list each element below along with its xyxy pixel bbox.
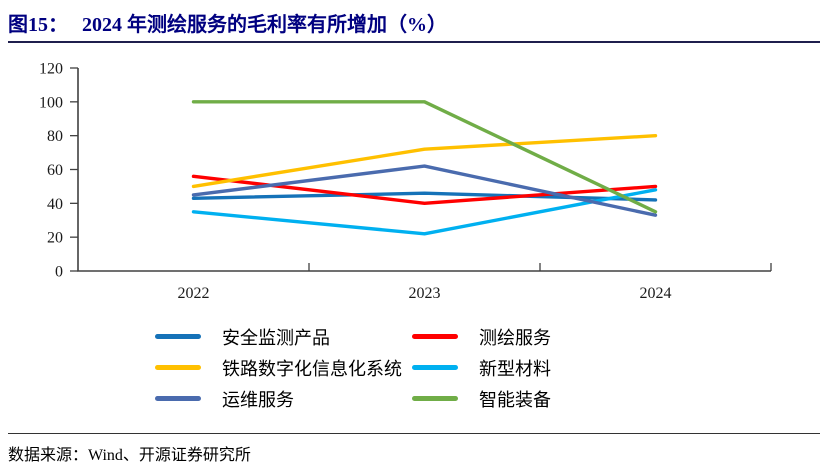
svg-text:100: 100 — [39, 94, 63, 111]
svg-text:120: 120 — [39, 61, 63, 78]
legend-label: 安全监测产品 — [222, 327, 330, 348]
svg-text:2022: 2022 — [178, 285, 210, 302]
title-underline — [8, 41, 820, 43]
legend-line-swatch — [412, 334, 458, 339]
series-line — [191, 133, 658, 189]
figure-label: 图15： — [8, 14, 68, 36]
legend-item: 新型材料 — [412, 352, 551, 383]
series-line — [191, 188, 658, 236]
svg-text:0: 0 — [55, 264, 63, 281]
legend-label: 新型材料 — [479, 358, 551, 379]
series-line — [191, 100, 658, 214]
legend-item: 铁路数字化信息化系统 — [155, 352, 412, 383]
series-line — [191, 164, 658, 217]
legend-line-swatch — [155, 365, 201, 370]
chart-title-row: 图15： 2024 年测绘服务的毛利率有所增加（%） — [8, 8, 820, 37]
line-chart: 0 20 40 60 80 100 120 2022 2023 2024 — [39, 61, 772, 302]
legend-item: 安全监测产品 — [155, 321, 412, 352]
source-divider — [8, 433, 820, 434]
legend-label: 运维服务 — [222, 389, 294, 410]
legend-line-swatch — [155, 396, 201, 401]
source-text: 数据来源：Wind、开源证券研究所 — [8, 447, 251, 464]
svg-text:2023: 2023 — [409, 285, 441, 302]
legend-item: 运维服务 — [155, 383, 412, 414]
legend-label: 铁路数字化信息化系统 — [222, 358, 402, 379]
legend-line-swatch — [412, 396, 458, 401]
legend-label: 智能装备 — [479, 389, 551, 410]
svg-text:40: 40 — [47, 196, 63, 213]
svg-text:80: 80 — [47, 128, 63, 145]
svg-text:20: 20 — [47, 230, 63, 247]
chart-title: 2024 年测绘服务的毛利率有所增加（%） — [82, 14, 447, 36]
legend-line-swatch — [155, 334, 201, 339]
legend-item: 测绘服务 — [412, 321, 551, 352]
svg-text:2024: 2024 — [640, 285, 672, 302]
legend-item: 智能装备 — [412, 383, 551, 414]
svg-text:60: 60 — [47, 162, 63, 179]
legend-line-swatch — [412, 365, 458, 370]
legend-label: 测绘服务 — [479, 327, 551, 348]
chart-legend: 安全监测产品 测绘服务铁路数字化信息化系统 新型材料运维服务 智能装备 — [155, 321, 551, 414]
